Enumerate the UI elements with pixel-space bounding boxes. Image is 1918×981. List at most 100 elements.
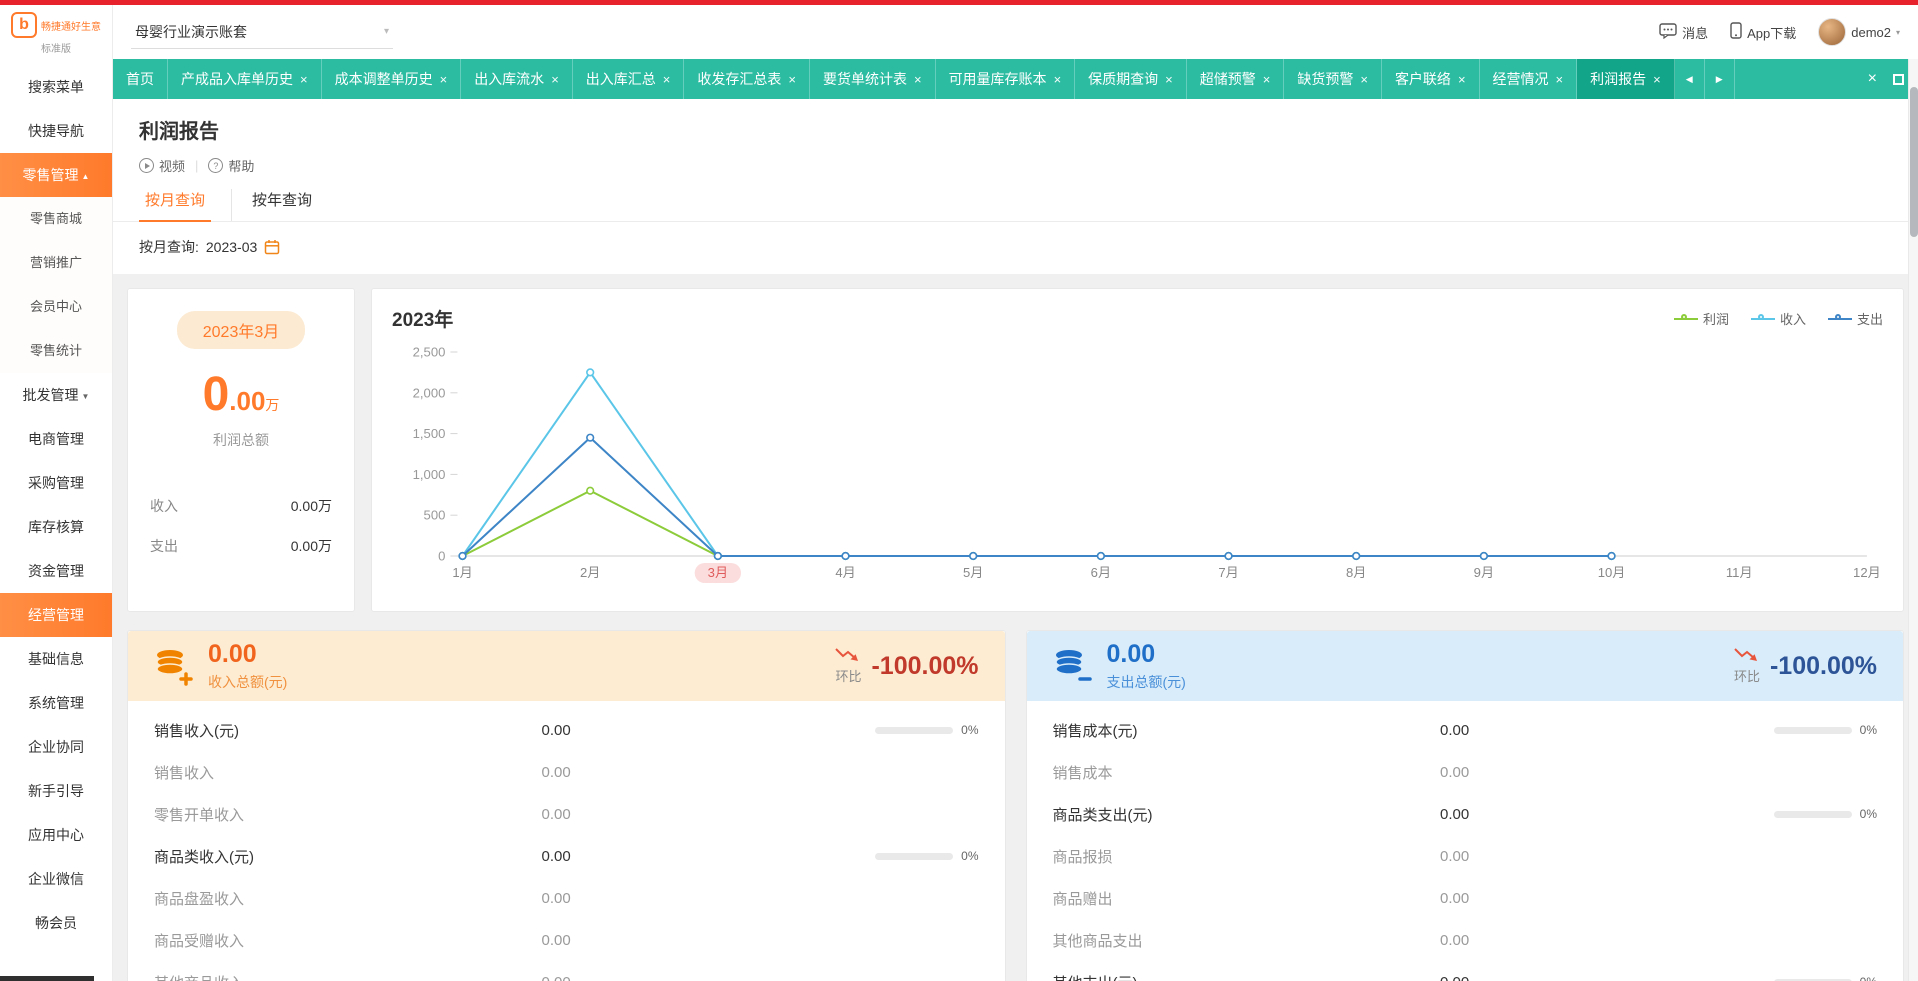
tab-home[interactable]: 首页: [113, 59, 168, 99]
close-icon[interactable]: ×: [300, 71, 308, 87]
close-icon[interactable]: ×: [1262, 71, 1271, 87]
close-icon[interactable]: ×: [662, 71, 671, 87]
tab-shortage-alert[interactable]: 缺货预警 ×: [1284, 59, 1382, 99]
video-link[interactable]: 视频: [139, 156, 185, 175]
sidebar-item-wholesale-mgmt[interactable]: 批发管理 ▼: [22, 387, 90, 403]
report-row: 销售成本(元) 0.00 0%: [1052, 721, 1878, 740]
income-detail-card: 0.00 收入总额(元) 环比 -100.00%: [127, 630, 1006, 981]
tab-profit-report[interactable]: 利润报告 ×: [1577, 59, 1675, 99]
user-menu[interactable]: demo2 ▾: [1818, 18, 1900, 46]
svg-text:0: 0: [438, 549, 445, 564]
svg-text:9月: 9月: [1474, 565, 1494, 580]
sidebar-item-retail-mgmt[interactable]: 零售管理 ▲: [0, 153, 112, 197]
scrollbar-thumb[interactable]: [1910, 87, 1918, 237]
expense-total-value: 0.00: [1106, 640, 1156, 668]
sidebar-item-business-mgmt[interactable]: 经营管理: [0, 593, 112, 637]
app-logo: b 畅捷通好生意 标准版: [0, 5, 112, 65]
sidebar-item-purchase-mgmt[interactable]: 采购管理: [28, 475, 84, 491]
brand-name: 畅捷通好生意: [41, 21, 101, 33]
close-icon[interactable]: ×: [1555, 71, 1564, 87]
close-icon[interactable]: ×: [1653, 71, 1661, 87]
page-header: 利润报告 视频 | ? 帮助: [113, 99, 1918, 222]
tab-in-out-summary[interactable]: 出入库汇总 ×: [573, 59, 685, 99]
sidebar-item-marketing[interactable]: 营销推广: [0, 241, 112, 285]
sidebar-item-chang-member[interactable]: 畅会员: [35, 915, 77, 931]
play-circle-icon: [139, 158, 154, 173]
sidebar-item-basic-info[interactable]: 基础信息: [28, 651, 84, 667]
sidebar-item-enterprise-collab[interactable]: 企业协同: [28, 739, 84, 755]
sidebar-item-wecom[interactable]: 企业微信: [28, 871, 84, 887]
legend-item-profit[interactable]: 利润: [1673, 309, 1729, 328]
report-row: 销售成本 0.00: [1052, 763, 1470, 782]
sidebar-item-funds-mgmt[interactable]: 资金管理: [28, 563, 84, 579]
tab-query-by-month[interactable]: 按月查询: [139, 189, 212, 222]
close-icon[interactable]: ×: [439, 71, 448, 87]
close-all-tabs-button[interactable]: ×: [1867, 70, 1877, 87]
income-total-value: 0.00: [208, 640, 257, 668]
tabs-scroll-prev-button[interactable]: ◀: [1675, 59, 1705, 99]
sidebar-item-beginner-guide[interactable]: 新手引导: [28, 783, 84, 799]
legend-item-income[interactable]: 收入: [1750, 309, 1806, 328]
legend-item-expense[interactable]: 支出: [1827, 309, 1883, 328]
close-icon[interactable]: ×: [1165, 71, 1173, 87]
sidebar-item-retail-mall[interactable]: 零售商城: [0, 197, 112, 241]
month-picker-value[interactable]: 2023-03: [205, 239, 258, 255]
report-row: 其他支出(元)0.00 0%: [1053, 961, 1877, 981]
chevron-down-icon: ▾: [1895, 27, 1900, 37]
sidebar-item-search-menu[interactable]: 搜索菜单: [28, 79, 84, 95]
tab-query-by-year[interactable]: 按年查询: [231, 189, 318, 221]
tab-available-stock-ledger[interactable]: 可用量库存账本 ×: [936, 59, 1076, 99]
fullscreen-icon[interactable]: [1893, 73, 1904, 85]
svg-text:7月: 7月: [1218, 565, 1238, 580]
sidebar-item-app-center[interactable]: 应用中心: [28, 827, 84, 843]
phone-icon: [1730, 22, 1742, 42]
svg-text:2,500: 2,500: [413, 345, 446, 360]
messages-button[interactable]: 消息: [1659, 22, 1708, 42]
sidebar-item-quick-nav[interactable]: 快捷导航: [28, 123, 84, 139]
app-download-button[interactable]: App下载: [1730, 22, 1796, 42]
svg-text:1,000: 1,000: [413, 467, 446, 482]
trend-down-icon: [835, 647, 861, 665]
sidebar-item-ecommerce-mgmt[interactable]: 电商管理: [28, 431, 84, 447]
svg-text:5月: 5月: [963, 565, 983, 580]
expense-mom-percent: -100.00%: [1769, 651, 1877, 680]
tab-overstock-alert[interactable]: 超储预警 ×: [1187, 59, 1285, 99]
close-icon[interactable]: ×: [1457, 71, 1466, 87]
help-link[interactable]: ? 帮助: [208, 156, 254, 175]
sidebar-item-inventory-accounting[interactable]: 库存核算: [28, 519, 84, 535]
progress-bar: [1773, 978, 1852, 981]
progress-bar: [875, 852, 954, 860]
tabbar-spacer: [1735, 59, 1854, 99]
tab-finished-goods-inbound-history[interactable]: 产成品入库单历史 ×: [168, 59, 322, 99]
progress-bar: [875, 726, 954, 734]
sidebar-item-retail-stats[interactable]: 零售统计: [0, 329, 112, 373]
tab-shelf-life-query[interactable]: 保质期查询 ×: [1075, 59, 1187, 99]
close-icon[interactable]: ×: [551, 71, 559, 87]
report-row: 销售收入(元) 0.00 0%: [154, 721, 979, 740]
tab-cost-adjust-history[interactable]: 成本调整单历史 ×: [322, 59, 462, 99]
avatar: [1818, 18, 1847, 46]
page-title: 利润报告: [139, 121, 219, 143]
tab-receive-send-summary[interactable]: 收发存汇总表 ×: [684, 59, 810, 99]
vertical-scrollbar[interactable]: [1908, 59, 1918, 981]
caret-down-icon: ▼: [81, 392, 90, 401]
svg-text:1,500: 1,500: [413, 426, 446, 441]
svg-text:1月: 1月: [452, 565, 472, 580]
tabs-scroll-next-button[interactable]: ▶: [1705, 59, 1735, 99]
close-icon[interactable]: ×: [913, 71, 922, 87]
close-icon[interactable]: ×: [1360, 71, 1368, 87]
close-icon[interactable]: ×: [1053, 71, 1062, 87]
profit-trend-chart: 0 500 1,000 1,500 2,000 2,500 1月 2月 3月 4月 5月 6月 7月 8月…: [413, 345, 1881, 583]
sidebar-item-member-center[interactable]: 会员中心: [0, 285, 112, 329]
tab-customer-contact[interactable]: 客户联络 ×: [1382, 59, 1480, 99]
chart-title: 2023年: [392, 310, 454, 331]
prev-icon: ◀: [1685, 73, 1693, 84]
close-icon[interactable]: ×: [788, 71, 796, 87]
account-book-select[interactable]: 母婴行业演示账套 ▾: [131, 16, 393, 49]
tab-in-out-flow[interactable]: 出入库流水 ×: [461, 59, 573, 99]
tab-business-status[interactable]: 经营情况 ×: [1480, 59, 1578, 99]
calendar-icon[interactable]: [264, 239, 280, 255]
sidebar-item-system-mgmt[interactable]: 系统管理: [28, 695, 84, 711]
tab-goods-request-stats[interactable]: 要货单统计表 ×: [810, 59, 936, 99]
